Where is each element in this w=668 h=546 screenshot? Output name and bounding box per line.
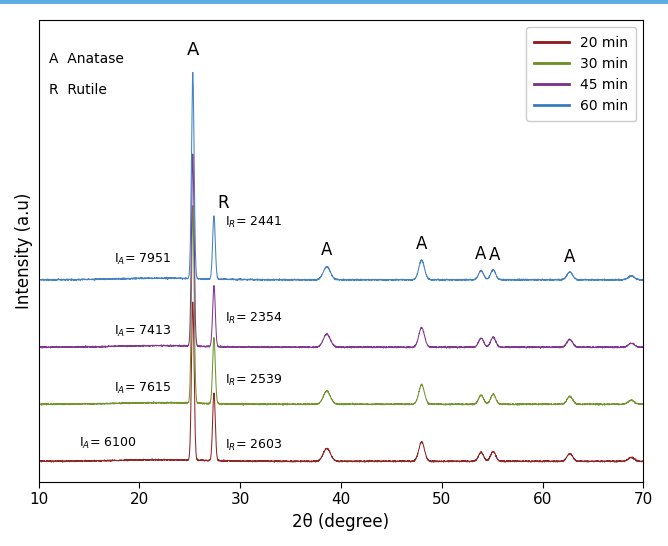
Text: I$_A$= 7951: I$_A$= 7951	[114, 252, 172, 266]
Text: I$_R$= 2354: I$_R$= 2354	[225, 311, 283, 326]
Text: A: A	[321, 241, 333, 259]
X-axis label: 2θ (degree): 2θ (degree)	[293, 513, 389, 531]
Text: A: A	[488, 246, 500, 264]
Text: A: A	[474, 245, 486, 263]
Text: A: A	[564, 247, 575, 265]
Text: R  Rutile: R Rutile	[49, 82, 106, 97]
Text: I$_R$= 2441: I$_R$= 2441	[225, 215, 283, 230]
Text: A: A	[186, 41, 199, 60]
Text: I$_A$= 7615: I$_A$= 7615	[114, 381, 172, 396]
Text: I$_A$= 6100: I$_A$= 6100	[79, 436, 136, 450]
Text: A  Anatase: A Anatase	[49, 51, 124, 66]
Text: I$_R$= 2539: I$_R$= 2539	[225, 373, 283, 388]
Text: I$_A$= 7413: I$_A$= 7413	[114, 324, 172, 339]
Text: I$_R$= 2603: I$_R$= 2603	[225, 438, 283, 453]
Text: R: R	[217, 194, 228, 212]
Text: A: A	[416, 235, 428, 253]
Legend: 20 min, 30 min, 45 min, 60 min: 20 min, 30 min, 45 min, 60 min	[526, 27, 637, 121]
Y-axis label: Intensity (a.u): Intensity (a.u)	[15, 193, 33, 310]
